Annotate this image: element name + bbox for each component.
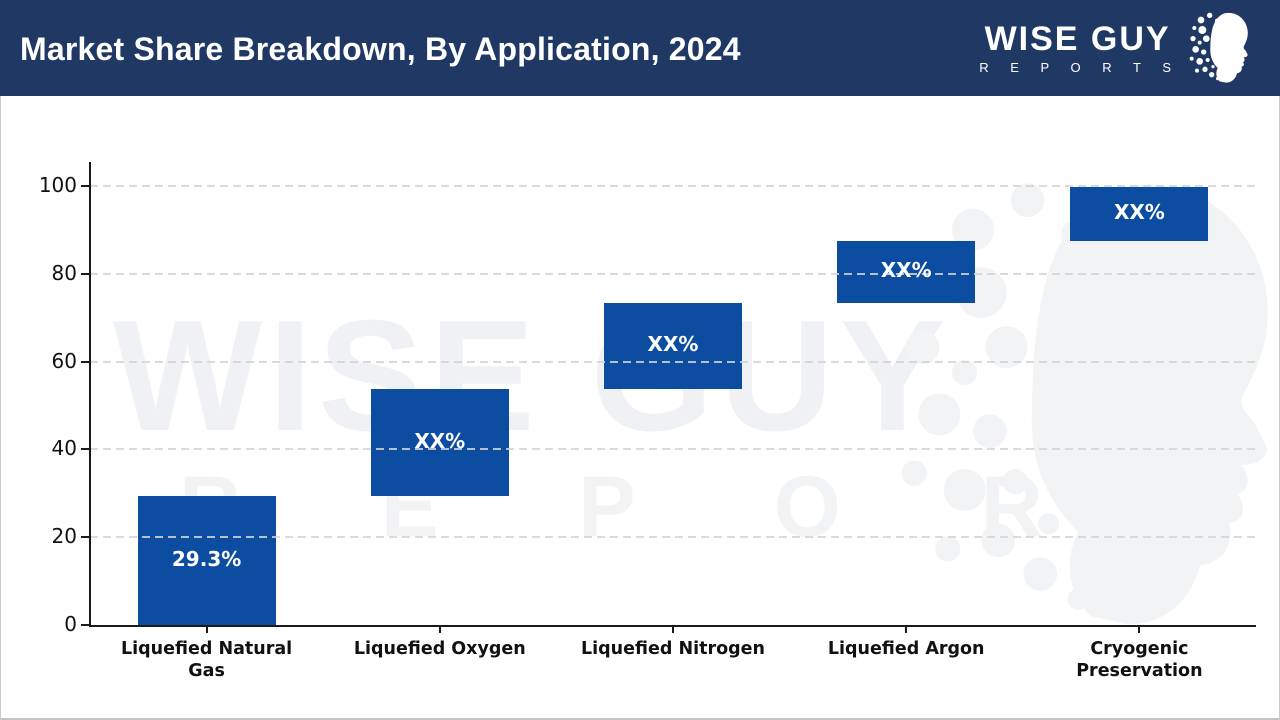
watermark-text-brand: WISE GUY — [113, 288, 952, 464]
brand-name: WISE GUY — [984, 19, 1171, 58]
y-tick-label: 60 — [51, 348, 77, 373]
bar-segment — [1070, 186, 1209, 241]
bar-segment — [137, 496, 276, 625]
x-tick-mark — [1138, 625, 1141, 633]
y-tick-mark — [81, 360, 90, 363]
gridline-100 — [90, 185, 1256, 187]
x-axis-line — [89, 625, 1256, 627]
gridline-40 — [90, 448, 1256, 451]
brand-logo: WISE GUY R E P O R T S — [975, 8, 1260, 88]
x-tick-mark — [438, 625, 441, 633]
category-label: Liquefied Nitrogen — [581, 639, 765, 659]
gridline-20 — [90, 536, 1256, 539]
y-tick-label: 40 — [51, 436, 77, 461]
bar-segment — [604, 302, 742, 389]
face-profile-icon — [1189, 12, 1248, 83]
bar-value-label: XX% — [414, 428, 466, 453]
category-label: Liquefied Natural Gas — [121, 639, 293, 681]
y-tick-label: 20 — [51, 524, 77, 549]
bar-segment — [370, 388, 509, 497]
brand-subtitle: R E P O R T S — [979, 59, 1180, 75]
chart-area: WISE GUY R E P O R T S 02040608010029.3%… — [0, 96, 1280, 720]
y-tick-mark — [81, 624, 90, 626]
x-tick-mark — [905, 625, 908, 633]
x-tick-mark — [205, 625, 208, 633]
bar-value-label: XX% — [647, 331, 699, 356]
page-title: Market Share Breakdown, By Application, … — [20, 30, 741, 67]
y-axis-line — [89, 162, 91, 627]
category-label: Cryogenic Preservation — [1076, 639, 1203, 681]
x-tick-mark — [672, 625, 674, 633]
y-tick-label: 0 — [64, 612, 77, 636]
brand-logo-text: WISE GUY R E P O R T S — [975, 22, 1180, 75]
y-tick-label: 100 — [38, 173, 77, 197]
category-label: Liquefied Argon — [827, 639, 985, 659]
category-label: Liquefied Oxygen — [353, 639, 526, 659]
header-bar: Market Share Breakdown, By Application, … — [0, 0, 1280, 96]
y-tick-mark — [81, 448, 90, 451]
plot: 0 20 40 60 80 100 29.3% Liquefied Natural Gas XX… — [1, 96, 1279, 718]
gridline-60 — [90, 360, 1256, 363]
bar-value-label: 29.3% — [171, 546, 242, 571]
y-tick-mark — [81, 185, 90, 187]
bar-value-label: XX% — [1113, 199, 1165, 224]
y-tick-mark — [81, 536, 90, 539]
y-tick-label: 80 — [51, 260, 77, 285]
bar-segment — [837, 240, 976, 303]
gridline-80 — [90, 272, 1256, 275]
y-tick-mark — [81, 272, 90, 275]
bar-value-label: XX% — [880, 257, 932, 282]
